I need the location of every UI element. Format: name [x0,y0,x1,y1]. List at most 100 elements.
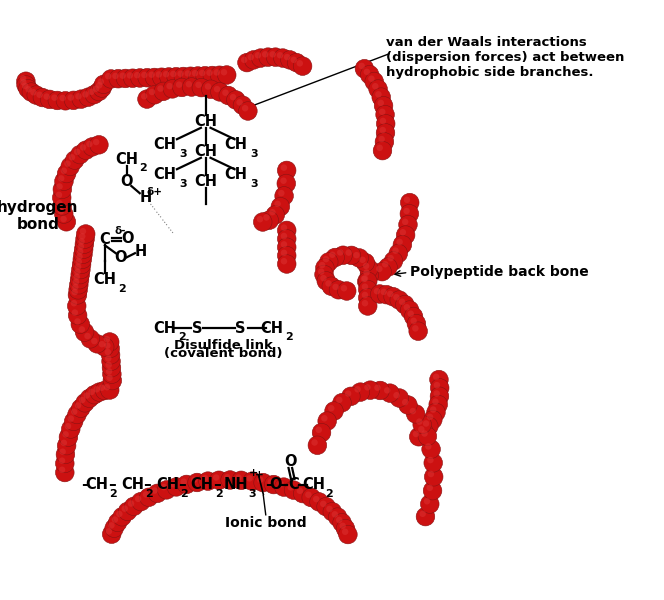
Circle shape [361,65,379,84]
Circle shape [22,83,41,101]
Circle shape [248,54,254,61]
Circle shape [152,68,171,86]
Circle shape [72,310,78,316]
Circle shape [379,109,386,115]
Circle shape [427,457,434,463]
Circle shape [105,73,112,79]
Circle shape [70,271,89,289]
Circle shape [148,484,167,503]
Circle shape [69,281,88,299]
Text: –: – [108,478,116,492]
Circle shape [281,164,287,171]
Circle shape [418,427,437,446]
Circle shape [74,274,80,280]
Circle shape [341,387,360,406]
Circle shape [269,209,276,215]
Circle shape [434,382,440,388]
Circle shape [104,349,111,355]
Circle shape [322,277,341,296]
Circle shape [355,59,374,78]
Circle shape [353,252,360,259]
Circle shape [98,79,104,85]
Text: CH: CH [153,320,177,335]
Circle shape [333,284,339,290]
Circle shape [278,481,284,488]
Circle shape [99,341,105,347]
Circle shape [376,266,382,272]
Text: 2: 2 [118,284,125,293]
Circle shape [357,272,376,291]
Circle shape [30,89,37,95]
Circle shape [73,250,92,269]
Circle shape [120,73,126,79]
Circle shape [281,258,288,265]
Circle shape [390,291,408,310]
Circle shape [102,70,120,88]
Text: CH: CH [302,478,325,492]
Circle shape [88,335,106,353]
Circle shape [297,60,303,67]
Circle shape [78,238,85,245]
Text: CH: CH [195,114,217,129]
Circle shape [313,496,319,502]
Circle shape [257,476,264,483]
Circle shape [415,423,434,442]
Circle shape [430,387,449,406]
Circle shape [319,253,338,271]
Circle shape [135,496,141,502]
Circle shape [418,426,424,433]
Circle shape [260,211,278,230]
Circle shape [382,261,388,268]
Text: S: S [235,320,246,335]
Circle shape [407,314,426,333]
Circle shape [379,127,386,133]
Text: 2: 2 [285,332,292,341]
Circle shape [242,105,248,112]
Circle shape [430,370,448,389]
Text: O: O [120,174,133,188]
Circle shape [334,246,353,265]
Circle shape [430,406,436,413]
Text: H: H [135,244,147,259]
Circle shape [72,255,91,274]
Circle shape [210,83,229,101]
Circle shape [375,133,394,151]
Circle shape [52,188,71,207]
Circle shape [75,263,82,270]
Circle shape [425,443,432,450]
Circle shape [362,283,369,290]
Circle shape [390,389,408,407]
Circle shape [74,149,80,155]
Circle shape [82,91,89,98]
Circle shape [27,86,46,104]
Circle shape [328,405,335,412]
Circle shape [76,253,83,260]
Text: 3: 3 [249,490,256,499]
Circle shape [76,259,82,265]
Circle shape [284,54,290,61]
Circle shape [337,281,356,300]
Circle shape [94,75,113,94]
Circle shape [71,265,90,284]
Circle shape [192,79,210,97]
Text: –: – [265,478,273,492]
Text: CH: CH [156,478,179,492]
Circle shape [220,69,227,76]
Circle shape [68,405,86,424]
Circle shape [275,187,293,205]
Circle shape [104,343,111,349]
Circle shape [376,145,383,151]
Circle shape [371,284,389,304]
Circle shape [62,431,69,437]
Circle shape [207,70,212,76]
Circle shape [176,82,183,88]
Circle shape [56,191,62,198]
Circle shape [19,79,37,98]
Text: C: C [100,232,110,247]
Circle shape [268,479,274,485]
Circle shape [127,500,134,507]
Circle shape [359,257,366,263]
Circle shape [80,389,99,407]
Circle shape [75,93,82,100]
Circle shape [400,205,419,223]
